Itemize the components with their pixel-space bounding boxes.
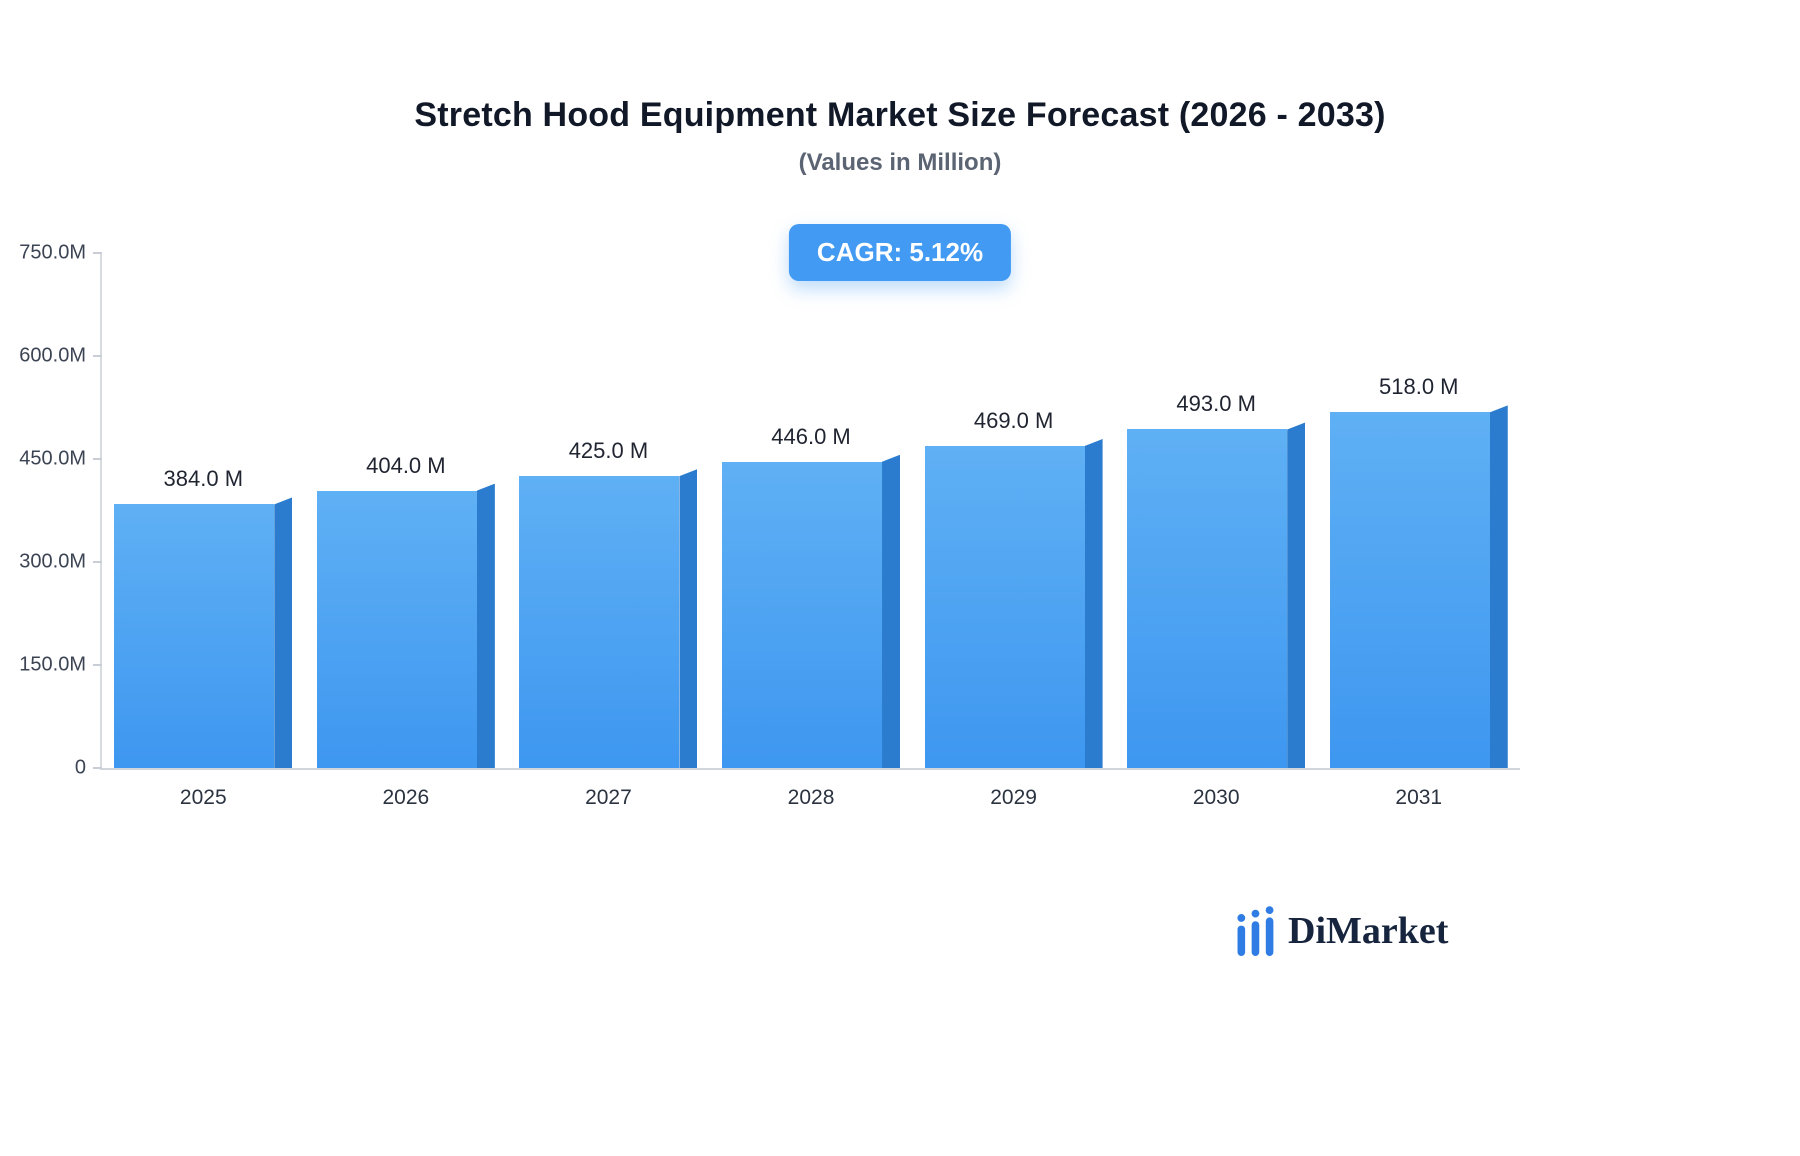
bar-value-label: 384.0 M [163,466,244,492]
bars: 384.0 M 404.0 M 425.0 M 446.0 M 469.0 M 493.0… [102,253,1520,768]
bar-value-label: 469.0 M [973,407,1054,433]
bar-side-face [1084,438,1103,768]
bar-chart-icon [1234,906,1278,956]
x-axis-label: 2026 [382,786,430,809]
bar-side-face [882,454,901,768]
bar-front-face [114,504,275,768]
y-tick-label: 150.0M [19,653,86,676]
chart-subtitle: (Values in Million) [798,149,1002,176]
chart-title: Stretch Hood Equipment Market Size Forec… [414,96,1386,134]
bar: 425.0 M [519,438,698,768]
y-tick-mark [93,252,102,254]
plot-area: 750.0M 600.0M 450.0M 300.0M 150.0M 0 384.0 M 4… [19,242,1520,809]
bar-side-face [476,483,495,768]
bar-front-face [924,445,1085,768]
bar: 446.0 M [722,424,901,768]
x-axis-label: 2025 [179,786,227,809]
bar: 493.0 M [1127,391,1306,768]
bar-slot: 518.0 M [1317,253,1520,768]
bar-side-face [1489,405,1508,768]
x-axis-label: 2030 [1192,786,1240,809]
y-tick-mark [93,561,102,563]
x-axis-label: 2029 [990,786,1037,809]
bar-value-label: 518.0 M [1379,374,1459,400]
y-tick-mark [93,767,102,769]
bar: 469.0 M [924,408,1103,768]
y-tick-mark [93,355,102,357]
bar-side-face [679,469,698,768]
bar-slot: 384.0 M [102,253,305,768]
bar-front-face [722,461,883,768]
bar-value-label: 404.0 M [366,452,446,478]
y-tick-label: 450.0M [19,447,86,470]
y-tick-mark [93,664,102,666]
bar-slot: 404.0 M [305,253,508,768]
bar-value-label: 425.0 M [568,438,649,464]
x-axis-labels: 2025 2026 2027 2028 2029 2030 2031 [102,768,1520,810]
bar-side-face [1287,422,1306,768]
x-axis-label: 2028 [787,786,835,809]
bar: 518.0 M [1329,374,1508,768]
bar: 384.0 M [114,466,293,768]
bar-side-face [274,497,293,768]
y-tick-label: 750.0M [19,241,86,264]
y-tick-label: 600.0M [19,344,86,367]
y-tick-label: 0 [74,756,86,779]
bar-slot: 446.0 M [710,253,913,768]
brand-name: DiMarket [1288,910,1449,952]
bar-value-label: 493.0 M [1176,391,1256,417]
bar-value-label: 446.0 M [771,423,851,449]
cagr-badge: CAGR: 5.12% [788,224,1012,281]
y-axis-ticks: 750.0M 600.0M 450.0M 300.0M 150.0M 0 [19,242,1520,779]
bar-slot: 469.0 M [912,253,1115,768]
x-axis-label: 2027 [585,786,632,809]
x-axis-label: 2031 [1395,786,1443,809]
bar-slot: 425.0 M [507,253,710,768]
y-tick-label: 300.0M [19,550,86,573]
bar-front-face [1329,412,1490,768]
bar-slot: 493.0 M [1115,253,1318,768]
brand-logo: DiMarket [1234,906,1448,956]
y-tick-mark [93,458,102,460]
bar-front-face [519,476,680,768]
bar-front-face [316,490,477,768]
bar-front-face [1127,429,1288,768]
bar: 404.0 M [316,453,495,768]
